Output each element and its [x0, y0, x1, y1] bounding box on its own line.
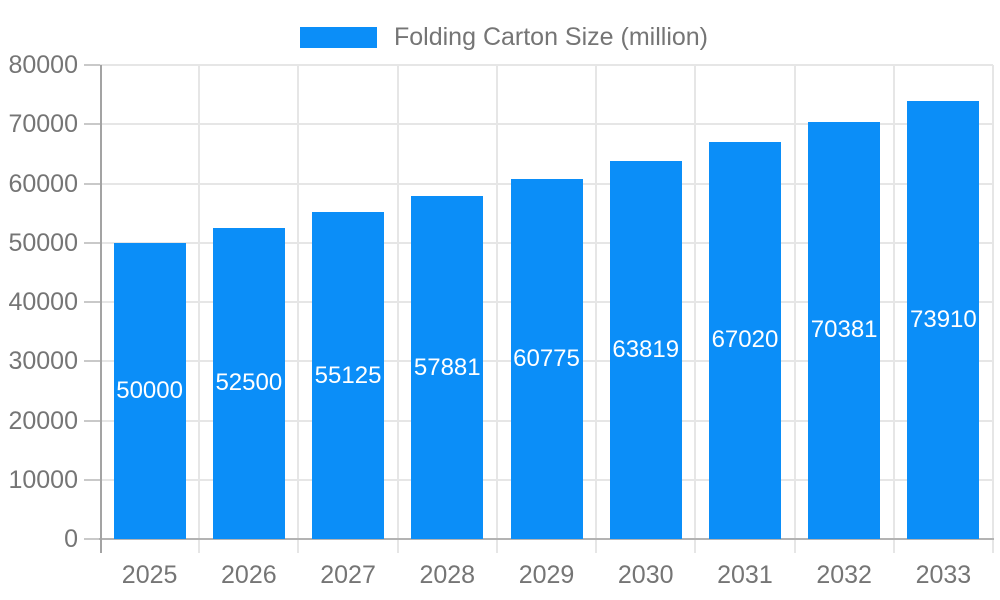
x-axis-label: 2032 [816, 561, 872, 589]
bar-value-label: 57881 [413, 353, 481, 381]
x-axis-label: 2025 [121, 561, 178, 589]
x-gridline [892, 65, 895, 553]
y-axis-tick [84, 478, 100, 481]
x-axis-line [99, 538, 994, 540]
y-axis-label: 80000 [8, 51, 78, 79]
y-axis-tick [84, 64, 100, 66]
bar-2031[interactable] [708, 141, 781, 539]
y-axis-label: 60000 [8, 169, 78, 198]
bar-value-label: 60775 [513, 344, 580, 372]
bar-2027[interactable] [312, 212, 385, 539]
x-axis-label: 2030 [617, 561, 674, 589]
y-axis-tick [84, 123, 100, 126]
bar-2030[interactable] [609, 160, 682, 539]
bar-2026[interactable] [212, 227, 285, 539]
x-axis-label: 2033 [915, 561, 972, 589]
bar-2033[interactable] [907, 101, 980, 539]
x-gridline [297, 65, 300, 553]
y-axis-label: 10000 [8, 465, 78, 494]
bar-2025[interactable] [113, 242, 186, 539]
bar-value-label: 73910 [910, 306, 977, 334]
x-gridline [793, 65, 796, 553]
x-gridline [396, 65, 399, 553]
x-gridline [595, 65, 598, 553]
x-axis-label: 2027 [320, 561, 376, 589]
y-axis-tick [84, 241, 100, 244]
bar-value-label: 63819 [612, 335, 680, 363]
y-axis-label: 70000 [8, 110, 78, 139]
bar-value-label: 67020 [711, 326, 779, 354]
bar-value-label: 52500 [215, 369, 283, 397]
bar-2028[interactable] [411, 196, 484, 539]
y-axis-label: 50000 [8, 228, 78, 257]
x-gridline [198, 65, 201, 553]
bar-2029[interactable] [510, 178, 583, 539]
y-axis-label: 20000 [8, 406, 78, 435]
bar-value-label: 55125 [314, 361, 382, 389]
y-axis-tick [84, 538, 100, 540]
x-axis-label: 2029 [518, 561, 575, 589]
bar-2032[interactable] [808, 121, 881, 539]
y-axis-line [100, 65, 102, 553]
y-axis-tick [84, 360, 100, 363]
x-gridline [694, 65, 697, 553]
y-gridline [100, 123, 993, 126]
x-axis-label: 2026 [221, 561, 277, 589]
x-axis-label: 2028 [419, 561, 476, 589]
y-axis-label: 0 [64, 525, 78, 553]
legend-label: Folding Carton Size (million) [394, 23, 709, 51]
y-axis-tick [84, 301, 100, 303]
x-axis-label: 2031 [717, 561, 773, 589]
y-axis-tick [84, 419, 100, 422]
x-gridline [992, 65, 994, 553]
bar-value-label: 70381 [810, 316, 878, 344]
legend: Folding Carton Size (million) [300, 25, 708, 50]
y-gridline [100, 64, 993, 66]
legend-swatch [300, 27, 377, 48]
y-axis-tick [84, 182, 100, 185]
x-gridline [495, 65, 498, 553]
y-axis-label: 30000 [8, 347, 78, 376]
bar-value-label: 50000 [116, 376, 183, 404]
y-axis-label: 40000 [8, 288, 78, 316]
